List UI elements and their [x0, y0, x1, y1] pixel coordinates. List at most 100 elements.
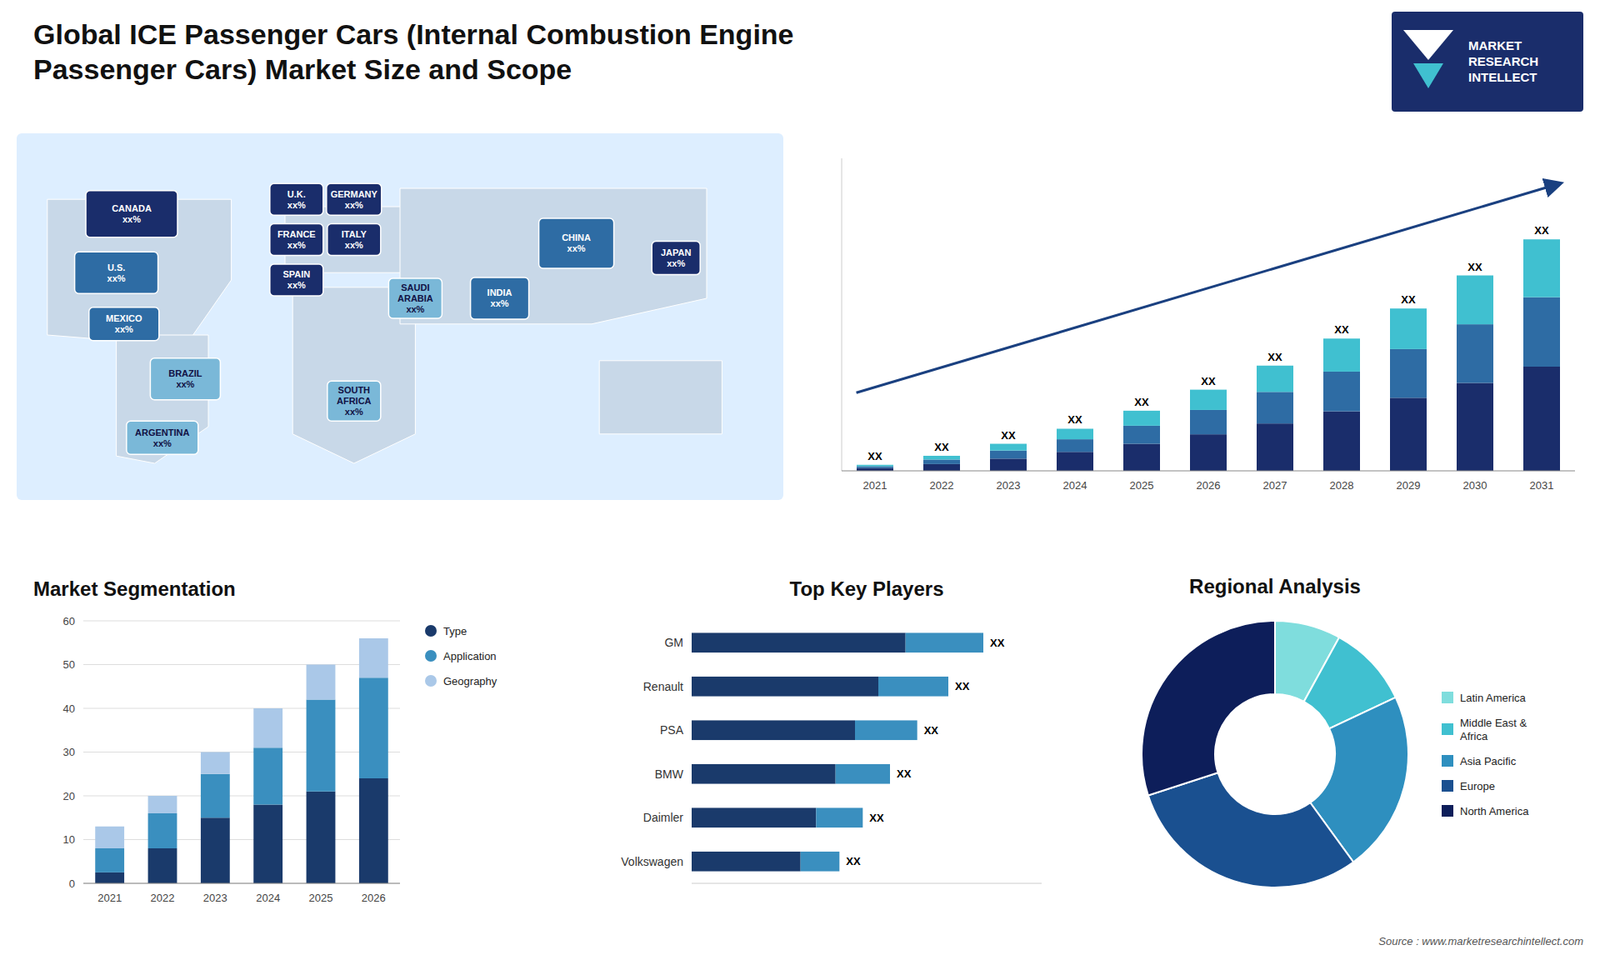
bar-segment: [1256, 423, 1294, 471]
y-tick-label: 60: [63, 615, 75, 628]
region-label: MEXICOxx%: [105, 313, 143, 335]
legend-label: Middle East &Africa: [1460, 716, 1528, 743]
region-tile: [539, 218, 615, 269]
bar-segment: [306, 665, 336, 700]
x-tick-label-line: 2030: [1463, 479, 1488, 492]
bar-segment: [1056, 439, 1094, 452]
x-axis-line: [841, 470, 1575, 472]
data-label: XX: [990, 636, 1005, 650]
region-label: SAUDIARABIAxx%: [397, 282, 434, 315]
x-tick-label-line: 2025: [1130, 479, 1155, 492]
plot-area: [691, 632, 984, 871]
bar-segment: [148, 813, 178, 849]
region-label-line: ARABIA: [397, 293, 434, 304]
bar-segment: [359, 638, 389, 678]
bar-segment: [835, 764, 890, 785]
y-tick-label: GM: [664, 635, 684, 650]
figure-title-line: Passenger Cars) Market Size and Scope: [33, 53, 572, 85]
x-tick-label: 2025: [1130, 479, 1155, 492]
region-label-line: xx%: [490, 298, 510, 309]
region-label-line: FRANCE: [277, 229, 316, 240]
region-label: ARGENTINAxx%: [135, 427, 190, 449]
region-label-line: SAUDI: [400, 282, 430, 293]
region-label-line: BRAZIL: [168, 368, 203, 379]
data-label: XX: [924, 724, 940, 737]
region-label-line: xx%: [567, 243, 586, 254]
legend-label-line: Application: [443, 650, 497, 663]
y-tick-label-line: Volkswagen: [620, 855, 684, 869]
logo-triangle: [1403, 30, 1454, 60]
region-label-line: U.S.: [107, 262, 125, 273]
y-axis-line: [841, 158, 843, 471]
x-tick-label: 2023: [996, 479, 1021, 492]
y-tick-label-line: 0: [69, 877, 75, 890]
x-tick-label: 2028: [1330, 479, 1355, 492]
region-label-line: MEXICO: [105, 313, 143, 324]
region-label: U.S.xx%: [107, 262, 126, 284]
bar-chart: Market Segmentation010203040506020212022…: [33, 577, 400, 905]
legend-marker: [1441, 691, 1454, 704]
region-label: SPAINxx%: [282, 269, 310, 290]
continent: [599, 360, 722, 435]
chart-title-line: Regional Analysis: [1189, 575, 1361, 598]
bar-segment: [1456, 275, 1494, 325]
grid-line: [83, 664, 400, 665]
bar-segment: [200, 774, 230, 819]
chart-title: Market Segmentation: [33, 577, 236, 600]
bar-segment: [1123, 444, 1160, 471]
x-tick-label: 2021: [863, 479, 888, 492]
bar-segment: [306, 791, 336, 884]
region-label-line: xx%: [122, 214, 141, 225]
bar-segment: [990, 450, 1027, 460]
region-label: INDIAxx%: [487, 287, 513, 309]
legend-label-line: Europe: [1460, 780, 1495, 793]
legend-label-line: North America: [1460, 805, 1530, 818]
region-tile: [75, 251, 159, 294]
bar-segment: [1123, 410, 1160, 426]
y-tick-label: Volkswagen: [620, 855, 684, 869]
region-tile: [388, 278, 442, 319]
bar-segment: [691, 851, 801, 872]
chart-title: Top Key Players: [790, 577, 945, 600]
data-label: XX: [1200, 375, 1216, 388]
donut-slice: [1148, 772, 1354, 888]
region-label-line: xx%: [405, 304, 425, 315]
bar-segment: [691, 632, 906, 653]
figure-title-line: Global ICE Passenger Cars (Internal Comb…: [33, 18, 795, 50]
bar-segment: [1190, 410, 1227, 435]
data-label: XX: [1467, 260, 1483, 274]
region-tile: [270, 224, 324, 256]
bar-segment: [815, 807, 863, 828]
data-label: XX: [934, 440, 950, 454]
bar-segment: [878, 676, 949, 697]
x-tick-label: 2023: [203, 891, 228, 905]
x-tick-label-line: 2022: [930, 479, 955, 492]
data-label-line: XX: [1334, 323, 1350, 336]
figure-title: Global ICE Passenger Cars (Internal Comb…: [33, 18, 795, 85]
x-tick-label: 2022: [150, 891, 175, 905]
data-label: XX: [1400, 293, 1416, 306]
x-tick-label: 2031: [1530, 479, 1555, 492]
donut-chart: Regional Analysis: [1141, 575, 1409, 888]
region-label: GERMANYxx%: [330, 189, 379, 210]
x-tick-label-line: 2025: [309, 891, 334, 905]
bar-segment: [200, 752, 230, 775]
x-tick-label-line: 2021: [863, 479, 888, 492]
bar-segment: [1190, 390, 1227, 410]
bar-chart: XXXXXXXXXXXXXXXXXXXXXX202120222023202420…: [841, 158, 1575, 492]
hbar-chart: Top Key PlayersXXXXXXXXXXXXGMRenaultPSAB…: [620, 577, 1042, 884]
legend-label: Latin America: [1460, 691, 1527, 705]
data-label-line: XX: [955, 680, 970, 693]
plot-area: [856, 239, 1560, 471]
bar-segment: [1390, 397, 1427, 471]
bar-segment: [691, 764, 836, 785]
region-tile: [150, 358, 220, 400]
bar-segment: [800, 851, 840, 872]
bar-segment: [1190, 434, 1227, 471]
data-label-line: XX: [1067, 413, 1083, 426]
data-label-line: XX: [1400, 293, 1416, 306]
y-tick-label-line: GM: [664, 635, 684, 650]
region-label: CHINAxx%: [561, 232, 591, 254]
bar-segment: [1056, 428, 1094, 440]
region-label-line: xx%: [115, 324, 134, 335]
